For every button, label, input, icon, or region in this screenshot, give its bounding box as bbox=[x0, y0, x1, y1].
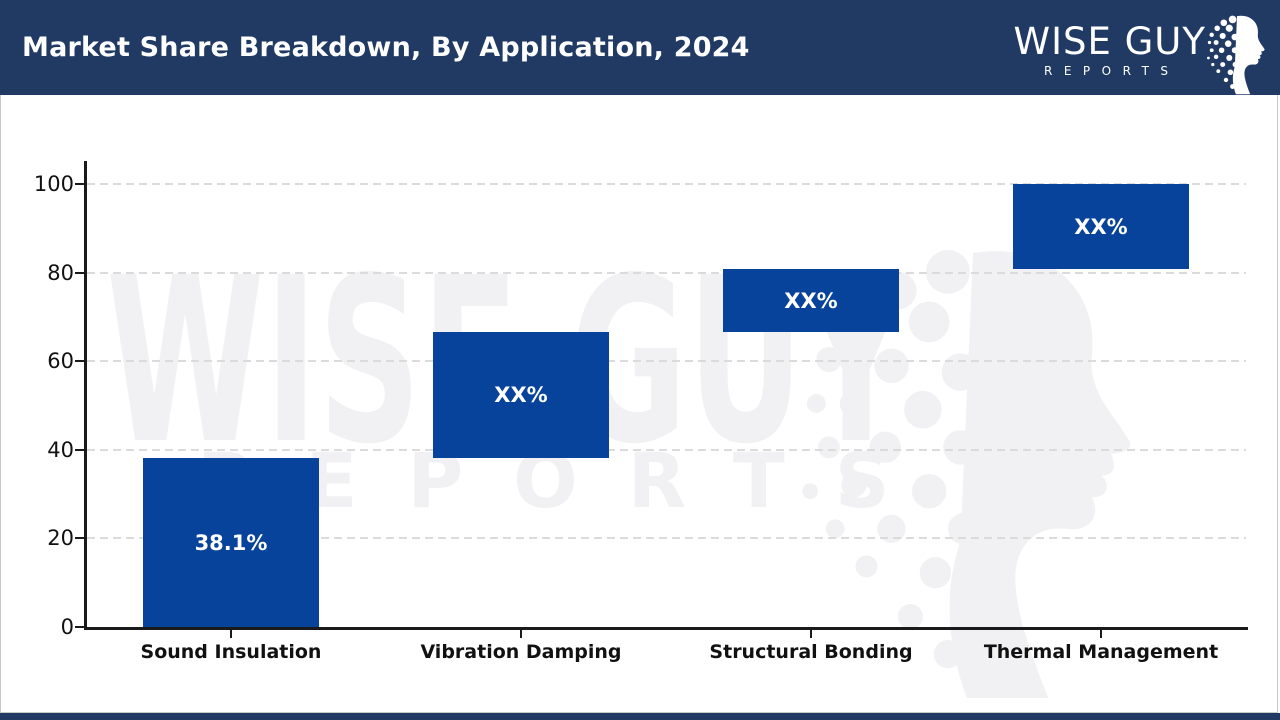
y-axis-tick bbox=[75, 537, 84, 539]
x-axis-line bbox=[84, 627, 1248, 630]
y-gridline bbox=[87, 183, 1246, 185]
x-category-label: Thermal Management bbox=[983, 641, 1219, 663]
bar-vibration-damping: XX% bbox=[433, 332, 609, 458]
bar-value-label: 38.1% bbox=[194, 530, 268, 555]
y-tick-label: 40 bbox=[47, 438, 74, 462]
wiseguy-logo-text: WISE GUY REPORTS bbox=[1013, 20, 1206, 78]
footer-bar bbox=[0, 713, 1280, 720]
header-bar: Market Share Breakdown, By Application, … bbox=[0, 0, 1280, 95]
bar-value-label: XX% bbox=[494, 383, 548, 407]
x-axis-tick bbox=[810, 630, 812, 638]
bar-value-label: XX% bbox=[1074, 214, 1128, 239]
x-axis-tick bbox=[520, 630, 522, 638]
x-category-label: Sound Insulation bbox=[140, 641, 322, 663]
bar-value-label: XX% bbox=[784, 288, 838, 313]
y-axis-line bbox=[84, 161, 87, 630]
y-tick-label: 80 bbox=[47, 261, 74, 285]
bar-thermal-management: XX% bbox=[1013, 184, 1189, 269]
y-gridline bbox=[87, 537, 1246, 539]
y-gridline bbox=[87, 272, 1246, 274]
y-tick-label: 0 bbox=[60, 615, 74, 639]
x-axis-tick bbox=[1100, 630, 1102, 638]
x-category-label: Vibration Damping bbox=[420, 641, 622, 663]
y-axis-tick bbox=[75, 626, 84, 628]
bar-structural-bonding: XX% bbox=[723, 269, 899, 332]
y-tick-label: 20 bbox=[47, 526, 74, 550]
x-axis-tick bbox=[230, 630, 232, 638]
y-axis-tick bbox=[75, 183, 84, 185]
y-axis-tick bbox=[75, 272, 84, 274]
y-tick-label: 100 bbox=[33, 172, 74, 196]
page-title: Market Share Breakdown, By Application, … bbox=[22, 32, 750, 63]
wiseguy-logo-line2: REPORTS bbox=[1044, 63, 1180, 78]
y-tick-label: 60 bbox=[47, 349, 74, 373]
wiseguy-logo: WISE GUY REPORTS bbox=[994, 6, 1272, 95]
y-gridline bbox=[87, 360, 1246, 362]
wiseguy-face-icon bbox=[1207, 15, 1265, 95]
y-axis-tick bbox=[75, 449, 84, 451]
y-axis-tick bbox=[75, 360, 84, 362]
bar-sound-insulation: 38.1% bbox=[143, 458, 319, 627]
wiseguy-logo-line1: WISE GUY bbox=[1013, 20, 1206, 63]
x-category-label: Structural Bonding bbox=[709, 641, 913, 663]
chart-panel: WISE GUY REPORTS 38.1%XX%XX%XX% 02040608… bbox=[0, 95, 1278, 713]
y-gridline bbox=[87, 449, 1246, 451]
